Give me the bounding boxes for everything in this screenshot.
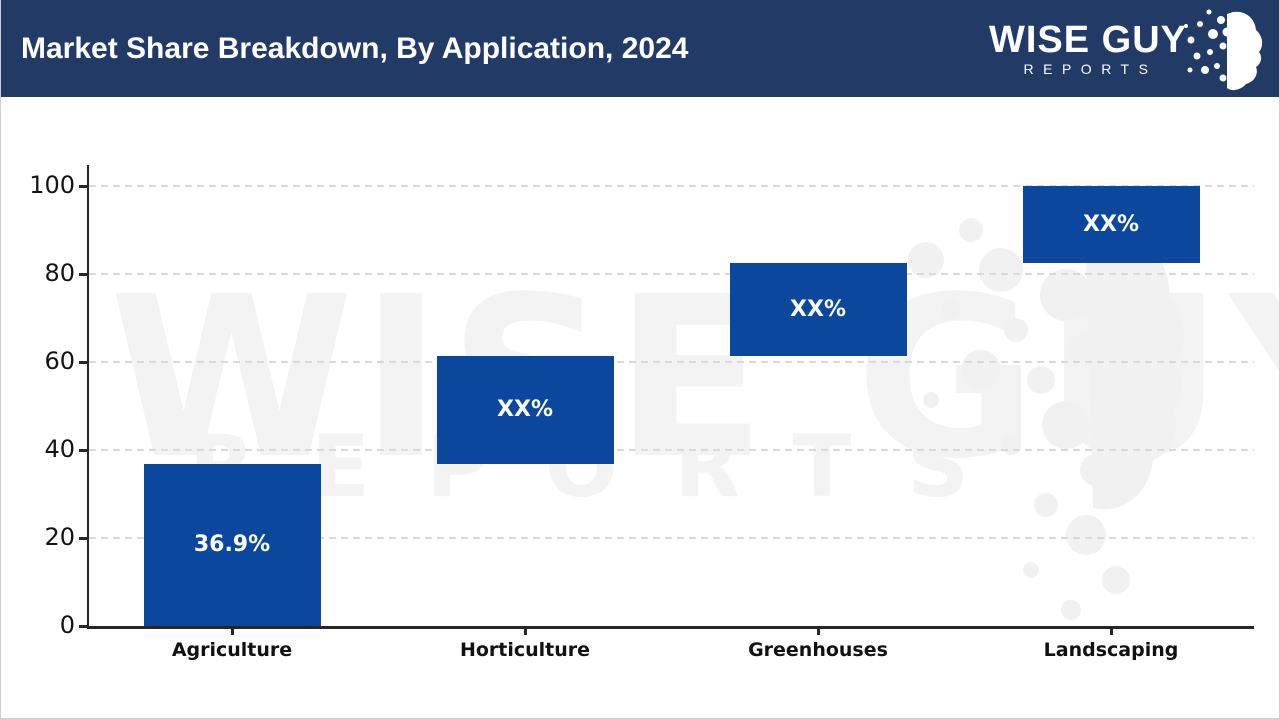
bar-value-label: 36.9% [193, 532, 271, 558]
y-gridline [89, 537, 1254, 539]
y-tick-mark [79, 537, 88, 540]
y-tick-mark [79, 625, 88, 628]
brand-logo: WISE GUY REPORTS [989, 6, 1267, 92]
watermark-head-icon [908, 218, 1184, 620]
y-gridline [89, 185, 1254, 187]
y-tick-label: 100 [29, 171, 75, 199]
x-axis-line [86, 626, 1254, 629]
page-title: Market Share Breakdown, By Application, … [21, 31, 689, 65]
x-category-label: Greenhouses [748, 639, 888, 661]
y-tick-mark [79, 449, 88, 452]
y-tick-label: 60 [44, 347, 75, 375]
bar-horticulture: XX% [436, 355, 614, 464]
y-tick-mark [79, 361, 88, 364]
x-category-label: Agriculture [171, 639, 293, 661]
brand-logo-line1: WISE GUY [988, 18, 1187, 61]
bar-greenhouses: XX% [729, 263, 907, 356]
bar-landscaping: XX% [1022, 186, 1200, 263]
x-tick-mark [524, 628, 527, 635]
x-tick-mark [817, 628, 820, 635]
y-tick-label: 80 [44, 259, 75, 287]
y-gridline [89, 361, 1254, 363]
y-tick-mark [79, 273, 88, 276]
x-tick-mark [1110, 628, 1113, 635]
header-bar: Market Share Breakdown, By Application, … [1, 0, 1279, 97]
brand-logo-text: WISE GUY REPORTS [988, 18, 1187, 78]
x-category-label: Landscaping [1043, 639, 1179, 661]
bar-value-label: XX% [790, 296, 846, 322]
x-tick-mark [231, 628, 234, 635]
y-tick-mark [79, 185, 88, 188]
bar-value-label: XX% [1083, 212, 1139, 237]
bar-value-label: XX% [497, 397, 553, 423]
y-axis-line [86, 165, 89, 629]
brand-logo-line2: REPORTS [1023, 61, 1158, 78]
x-category-label: Horticulture [459, 639, 591, 661]
brand-head-icon [1184, 9, 1263, 91]
y-tick-label: 40 [44, 435, 75, 463]
y-gridline [89, 449, 1254, 451]
bar-agriculture: 36.9% [143, 463, 321, 626]
y-tick-label: 20 [44, 523, 75, 551]
y-tick-label: 0 [59, 611, 75, 639]
y-gridline [89, 273, 1254, 275]
